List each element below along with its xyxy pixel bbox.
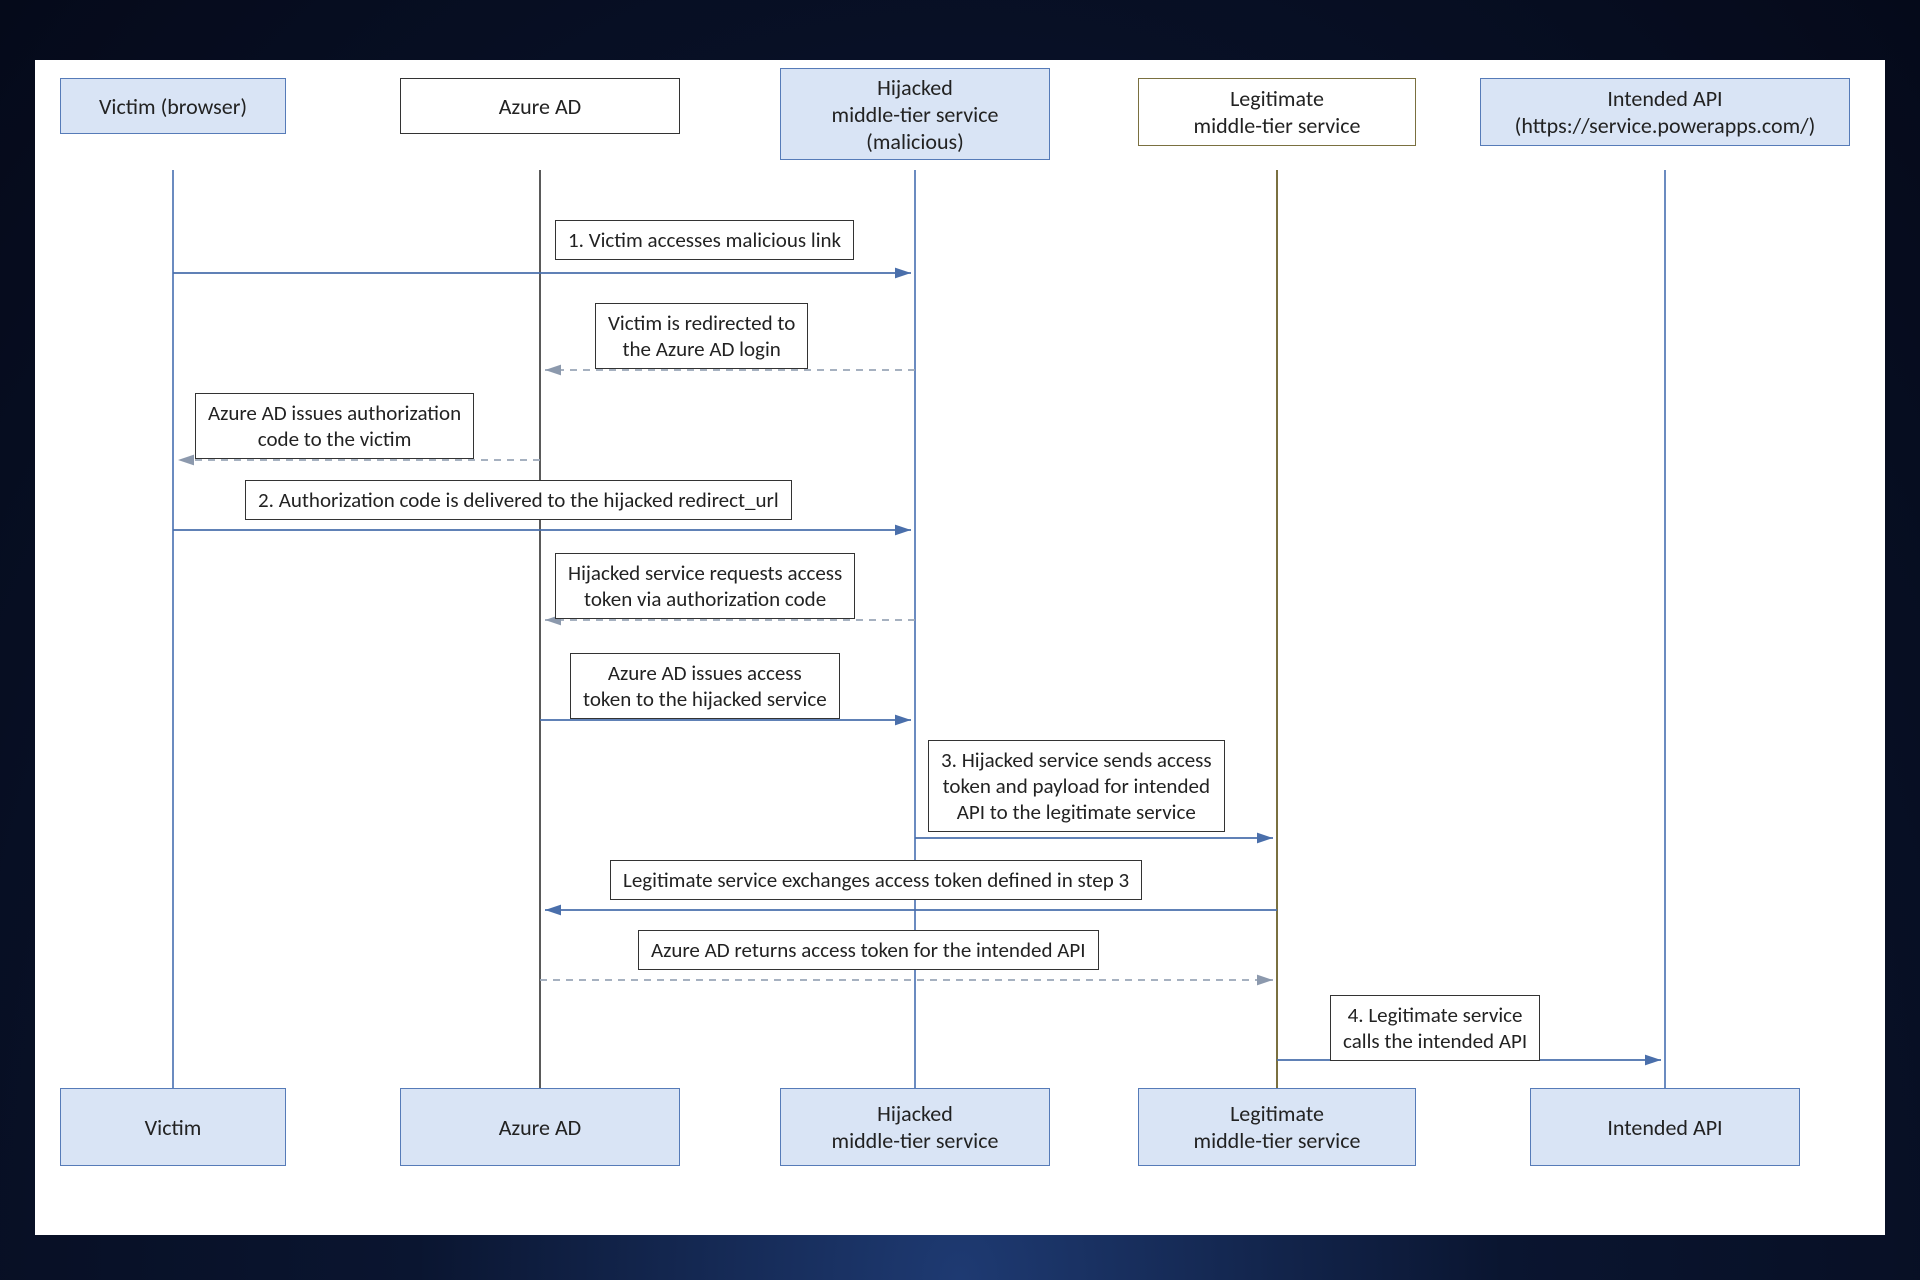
- msg-label-9: Azure AD returns access token for the in…: [638, 930, 1099, 970]
- participant-azuread-bottom: Azure AD: [400, 1088, 680, 1166]
- participant-legitimate-bottom: Legitimate middle-tier service: [1138, 1088, 1416, 1166]
- participant-azuread-top: Azure AD: [400, 78, 680, 134]
- lifeline-victim: [172, 170, 174, 1157]
- participant-victim-top: Victim (browser): [60, 78, 286, 134]
- msg-label-5: Hijacked service requests access token v…: [555, 553, 855, 619]
- participant-legitimate-top: Legitimate middle-tier service: [1138, 78, 1416, 146]
- lifeline-api: [1664, 170, 1666, 1157]
- msg-label-3: Azure AD issues authorization code to th…: [195, 393, 474, 459]
- participant-hijacked-top: Hijacked middle-tier service (malicious): [780, 68, 1050, 160]
- msg-label-7: 3. Hijacked service sends access token a…: [928, 740, 1225, 832]
- msg-label-1: 1. Victim accesses malicious link: [555, 220, 854, 260]
- arrows-layer: [35, 60, 1885, 1235]
- participant-api-bottom: Intended API: [1530, 1088, 1800, 1166]
- msg-label-6: Azure AD issues access token to the hija…: [570, 653, 840, 719]
- participant-hijacked-bottom: Hijacked middle-tier service: [780, 1088, 1050, 1166]
- msg-label-4: 2. Authorization code is delivered to th…: [245, 480, 792, 520]
- participant-victim-bottom: Victim: [60, 1088, 286, 1166]
- participant-api-top: Intended API (https://service.powerapps.…: [1480, 78, 1850, 146]
- msg-label-10: 4. Legitimate service calls the intended…: [1330, 995, 1540, 1061]
- diagram-page: Victim (browser) Azure AD Hijacked middl…: [35, 60, 1885, 1235]
- lifeline-azuread: [539, 170, 541, 1157]
- msg-label-8: Legitimate service exchanges access toke…: [610, 860, 1142, 900]
- lifeline-hijacked: [914, 170, 916, 1157]
- msg-label-2: Victim is redirected to the Azure AD log…: [595, 303, 808, 369]
- lifeline-legitimate: [1276, 170, 1278, 1157]
